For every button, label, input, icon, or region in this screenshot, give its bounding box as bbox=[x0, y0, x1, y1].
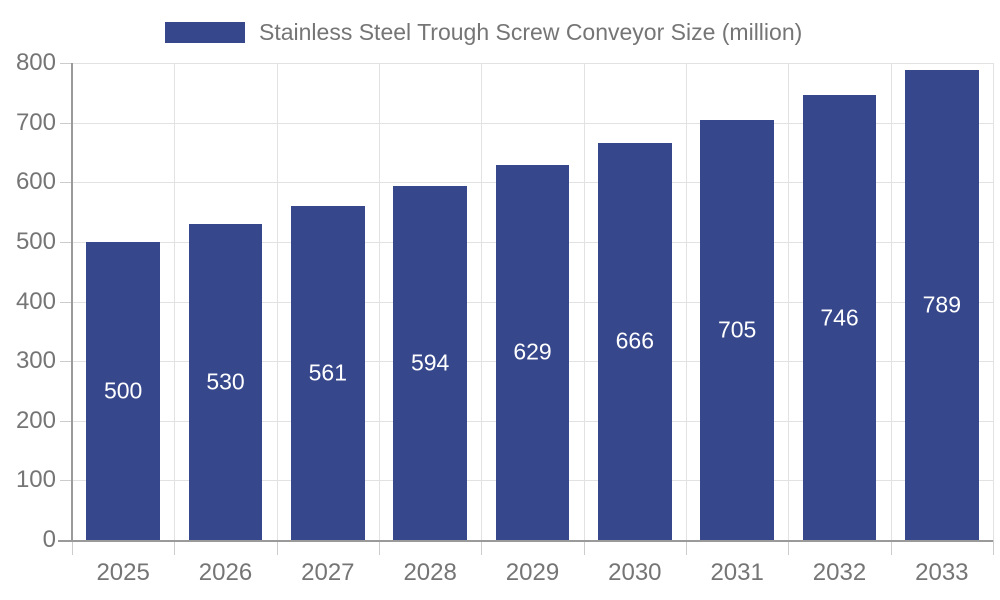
x-tick-label: 2033 bbox=[915, 559, 969, 586]
x-tick-label: 2027 bbox=[301, 559, 355, 586]
x-axis-tick bbox=[993, 540, 994, 555]
bar bbox=[802, 95, 877, 540]
x-axis-tick bbox=[72, 540, 73, 555]
y-tick-label: 0 bbox=[42, 526, 56, 553]
v-gridline bbox=[174, 63, 176, 540]
v-gridline bbox=[788, 63, 790, 540]
x-axis-tick bbox=[276, 540, 278, 555]
bar-value-label: 629 bbox=[513, 338, 552, 365]
v-gridline bbox=[481, 63, 483, 540]
x-axis-tick bbox=[686, 540, 687, 555]
x-tick-label: 2029 bbox=[505, 559, 560, 586]
y-axis-tick bbox=[60, 63, 72, 64]
bar bbox=[597, 142, 672, 540]
x-axis-tick bbox=[379, 540, 380, 555]
bar bbox=[495, 164, 570, 540]
y-axis-line bbox=[71, 63, 73, 542]
v-gridline bbox=[993, 63, 994, 540]
bar-value-label: 530 bbox=[206, 368, 245, 395]
y-tick-label: 700 bbox=[15, 108, 56, 136]
x-tick-label: 2025 bbox=[96, 559, 150, 586]
y-axis-tick bbox=[60, 480, 72, 482]
h-gridline bbox=[72, 63, 993, 64]
y-tick-label: 500 bbox=[15, 227, 56, 255]
v-gridline bbox=[379, 63, 380, 540]
bar bbox=[188, 223, 263, 540]
bar bbox=[290, 205, 365, 540]
x-axis-tick bbox=[788, 540, 790, 555]
y-axis-tick bbox=[60, 420, 72, 422]
x-tick-label: 2031 bbox=[710, 559, 764, 586]
y-tick-label: 800 bbox=[15, 49, 56, 76]
y-axis-tick bbox=[60, 182, 72, 184]
v-gridline bbox=[276, 63, 278, 540]
bar-value-label: 746 bbox=[820, 304, 859, 331]
legend-label: Stainless Steel Trough Screw Conveyor Si… bbox=[259, 19, 803, 45]
x-tick-label: 2030 bbox=[608, 559, 662, 586]
x-tick-label: 2032 bbox=[812, 559, 867, 586]
bar bbox=[393, 185, 467, 540]
x-tick-label: 2026 bbox=[198, 559, 253, 586]
x-axis-tick bbox=[174, 540, 176, 555]
v-gridline bbox=[890, 63, 892, 540]
y-tick-label: 100 bbox=[15, 466, 56, 494]
bar-value-label: 500 bbox=[103, 377, 143, 404]
y-tick-label: 200 bbox=[15, 406, 56, 434]
y-axis-tick bbox=[60, 122, 72, 124]
bar-value-label: 594 bbox=[410, 349, 450, 376]
x-tick-label: 2028 bbox=[403, 559, 457, 586]
bar-value-label: 666 bbox=[615, 327, 655, 354]
x-axis-tick bbox=[583, 540, 585, 555]
x-axis-line bbox=[58, 540, 993, 542]
bar bbox=[700, 119, 774, 540]
legend-item[interactable]: Stainless Steel Trough Screw Conveyor Si… bbox=[165, 19, 802, 46]
y-axis-tick bbox=[60, 301, 72, 303]
bar bbox=[86, 241, 160, 540]
bar-value-label: 789 bbox=[922, 291, 962, 318]
bar-value-label: 561 bbox=[308, 359, 348, 386]
legend-swatch bbox=[165, 22, 245, 43]
v-gridline bbox=[583, 63, 585, 540]
bar bbox=[904, 69, 979, 540]
v-gridline bbox=[686, 63, 687, 540]
y-axis-tick bbox=[60, 361, 72, 363]
y-tick-label: 400 bbox=[15, 287, 56, 315]
y-tick-label: 600 bbox=[15, 168, 56, 196]
h-gridline bbox=[72, 122, 993, 124]
x-axis-tick bbox=[481, 540, 483, 555]
bar-value-label: 705 bbox=[717, 316, 757, 343]
y-tick-label: 300 bbox=[15, 347, 56, 375]
y-axis-tick bbox=[60, 241, 72, 243]
x-axis-tick bbox=[890, 540, 892, 555]
